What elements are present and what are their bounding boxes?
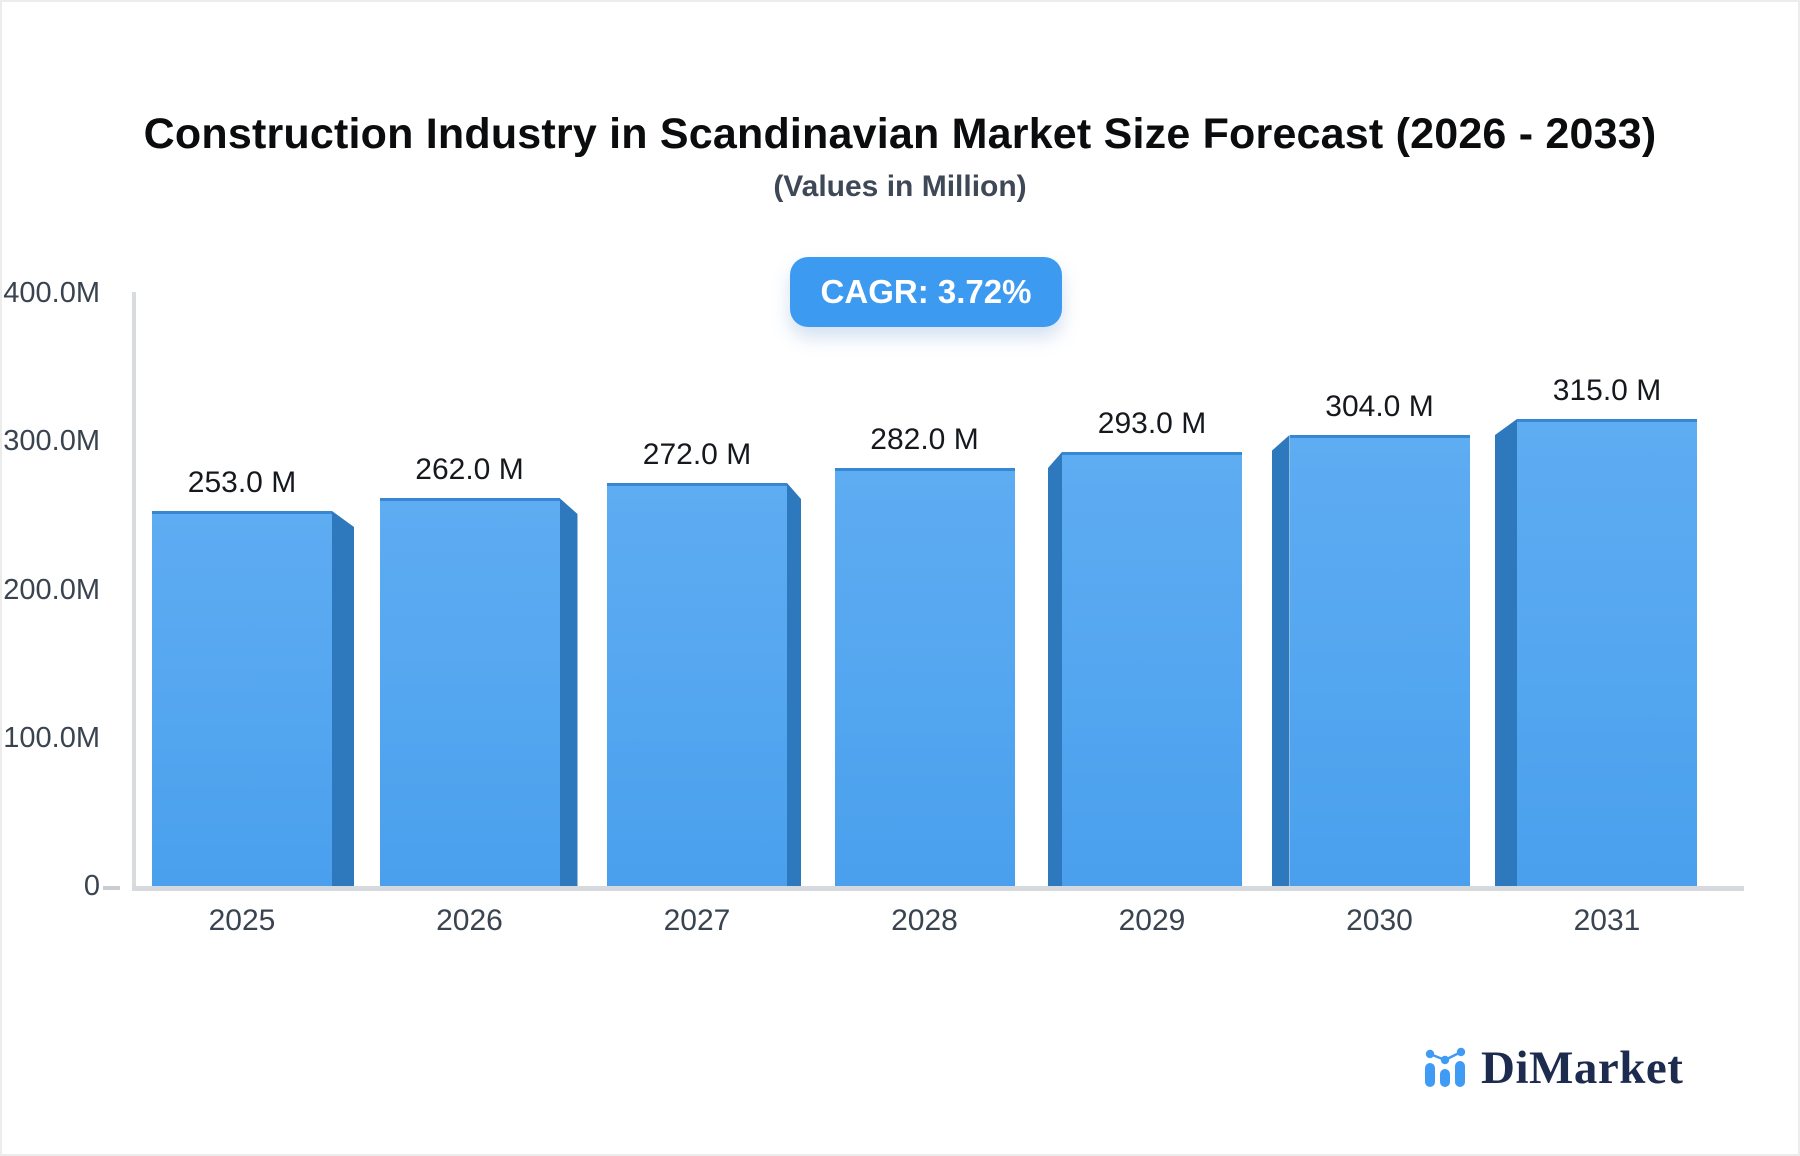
bar-value-label: 293.0 M — [1097, 407, 1207, 440]
x-axis-tick-label: 2027 — [663, 904, 731, 937]
dimarket-logo-text: DiMarket — [1481, 1042, 1684, 1094]
bar-3d-side — [332, 511, 354, 886]
x-axis-baseline — [132, 886, 1744, 891]
bar-2031 — [1517, 419, 1697, 886]
bar-2027 — [607, 483, 787, 886]
bar-value-label: 315.0 M — [1552, 374, 1662, 407]
dimarket-logo: DiMarket — [1423, 1042, 1684, 1094]
y-axis-tick-label: 400.0M — [3, 277, 100, 309]
bar-value-label: 253.0 M — [187, 466, 297, 499]
bar-2029 — [1062, 452, 1242, 886]
bar-2026 — [379, 498, 560, 886]
bar-2028 — [834, 468, 1015, 886]
bar-3d-side — [559, 498, 578, 886]
x-axis-tick-label: 2029 — [1118, 904, 1186, 937]
bar-3d-side — [787, 483, 801, 886]
dimarket-logo-icon — [1425, 1047, 1466, 1087]
bar-2030 — [1289, 435, 1470, 886]
bar-value-label: 272.0 M — [642, 438, 752, 471]
bar-value-label: 262.0 M — [415, 453, 524, 486]
x-axis-tick-label: 2030 — [1346, 904, 1413, 937]
bar-3d-side — [1495, 419, 1517, 886]
cagr-badge-label: CAGR: 3.72% — [820, 273, 1032, 310]
x-axis-tick-label: 2031 — [1573, 904, 1641, 937]
y-axis-tick-label: 0 — [83, 870, 100, 902]
y-axis-tick-label: 200.0M — [3, 573, 100, 606]
bar-value-label: 304.0 M — [1325, 390, 1434, 423]
y-axis-tick-label: 100.0M — [3, 721, 100, 754]
bar-3d-side — [1048, 452, 1062, 886]
chart-title: Construction Industry in Scandinavian Ma… — [143, 110, 1657, 158]
cagr-badge: CAGR: 3.72% — [790, 257, 1062, 327]
bar-2025 — [152, 511, 332, 886]
y-axis-line — [132, 292, 136, 891]
chart-subtitle: (Values in Million) — [773, 170, 1027, 203]
y-axis-tick-label: 300.0M — [3, 425, 100, 458]
bar-3d-side — [1271, 435, 1290, 886]
x-axis-tick-label: 2025 — [208, 904, 276, 937]
bar-value-label: 282.0 M — [870, 423, 979, 456]
x-axis-tick-label: 2026 — [436, 904, 503, 937]
y-axis-zero-tick — [103, 886, 120, 890]
x-axis-tick-label: 2028 — [891, 904, 958, 937]
